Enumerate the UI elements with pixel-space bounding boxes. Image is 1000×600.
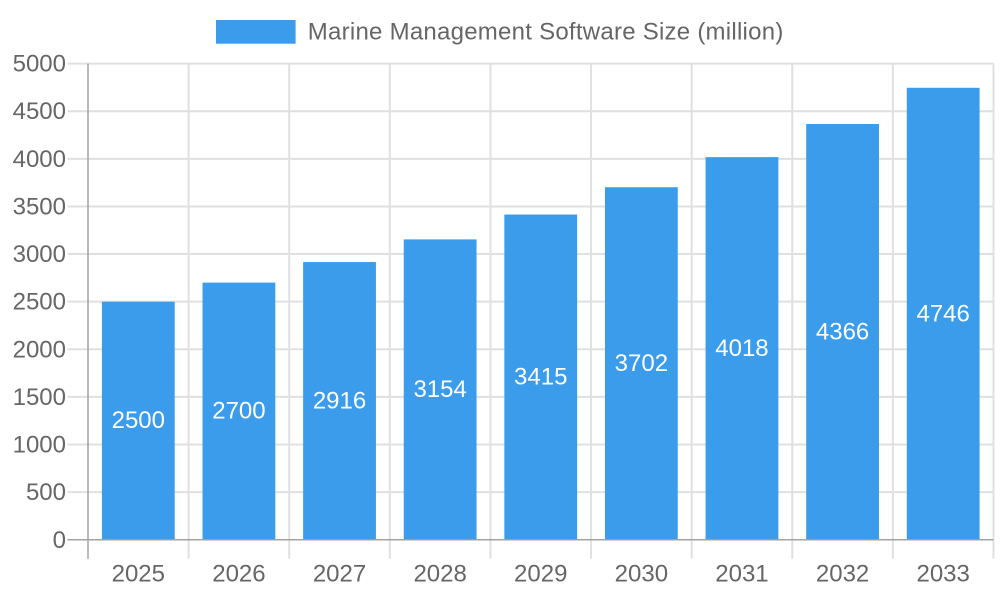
svg-text:3415: 3415 [514, 364, 567, 391]
svg-text:2029: 2029 [514, 560, 567, 587]
svg-text:2028: 2028 [413, 560, 466, 587]
svg-text:2033: 2033 [916, 560, 969, 587]
svg-text:4000: 4000 [13, 146, 66, 173]
svg-text:2031: 2031 [715, 560, 768, 587]
svg-text:1500: 1500 [13, 384, 66, 411]
svg-text:4018: 4018 [715, 335, 768, 362]
svg-text:0: 0 [53, 527, 66, 554]
svg-text:500: 500 [26, 479, 66, 506]
svg-text:3500: 3500 [13, 193, 66, 220]
svg-text:3154: 3154 [413, 376, 466, 403]
svg-text:2030: 2030 [615, 560, 668, 587]
svg-text:Marine Management Software Siz: Marine Management Software Size (million… [308, 19, 784, 46]
svg-text:2700: 2700 [212, 398, 265, 425]
svg-text:2032: 2032 [816, 560, 869, 587]
svg-text:3000: 3000 [13, 241, 66, 268]
svg-text:2026: 2026 [212, 560, 265, 587]
svg-text:3702: 3702 [615, 350, 668, 377]
svg-text:2916: 2916 [313, 387, 366, 414]
svg-text:2500: 2500 [112, 407, 165, 434]
svg-text:2500: 2500 [13, 289, 66, 316]
svg-text:2000: 2000 [13, 336, 66, 363]
svg-text:4746: 4746 [916, 300, 969, 327]
svg-text:2027: 2027 [313, 560, 366, 587]
svg-text:1000: 1000 [13, 432, 66, 459]
svg-text:2025: 2025 [112, 560, 165, 587]
svg-text:4500: 4500 [13, 98, 66, 125]
svg-text:5000: 5000 [13, 51, 66, 78]
svg-text:4366: 4366 [816, 318, 869, 345]
